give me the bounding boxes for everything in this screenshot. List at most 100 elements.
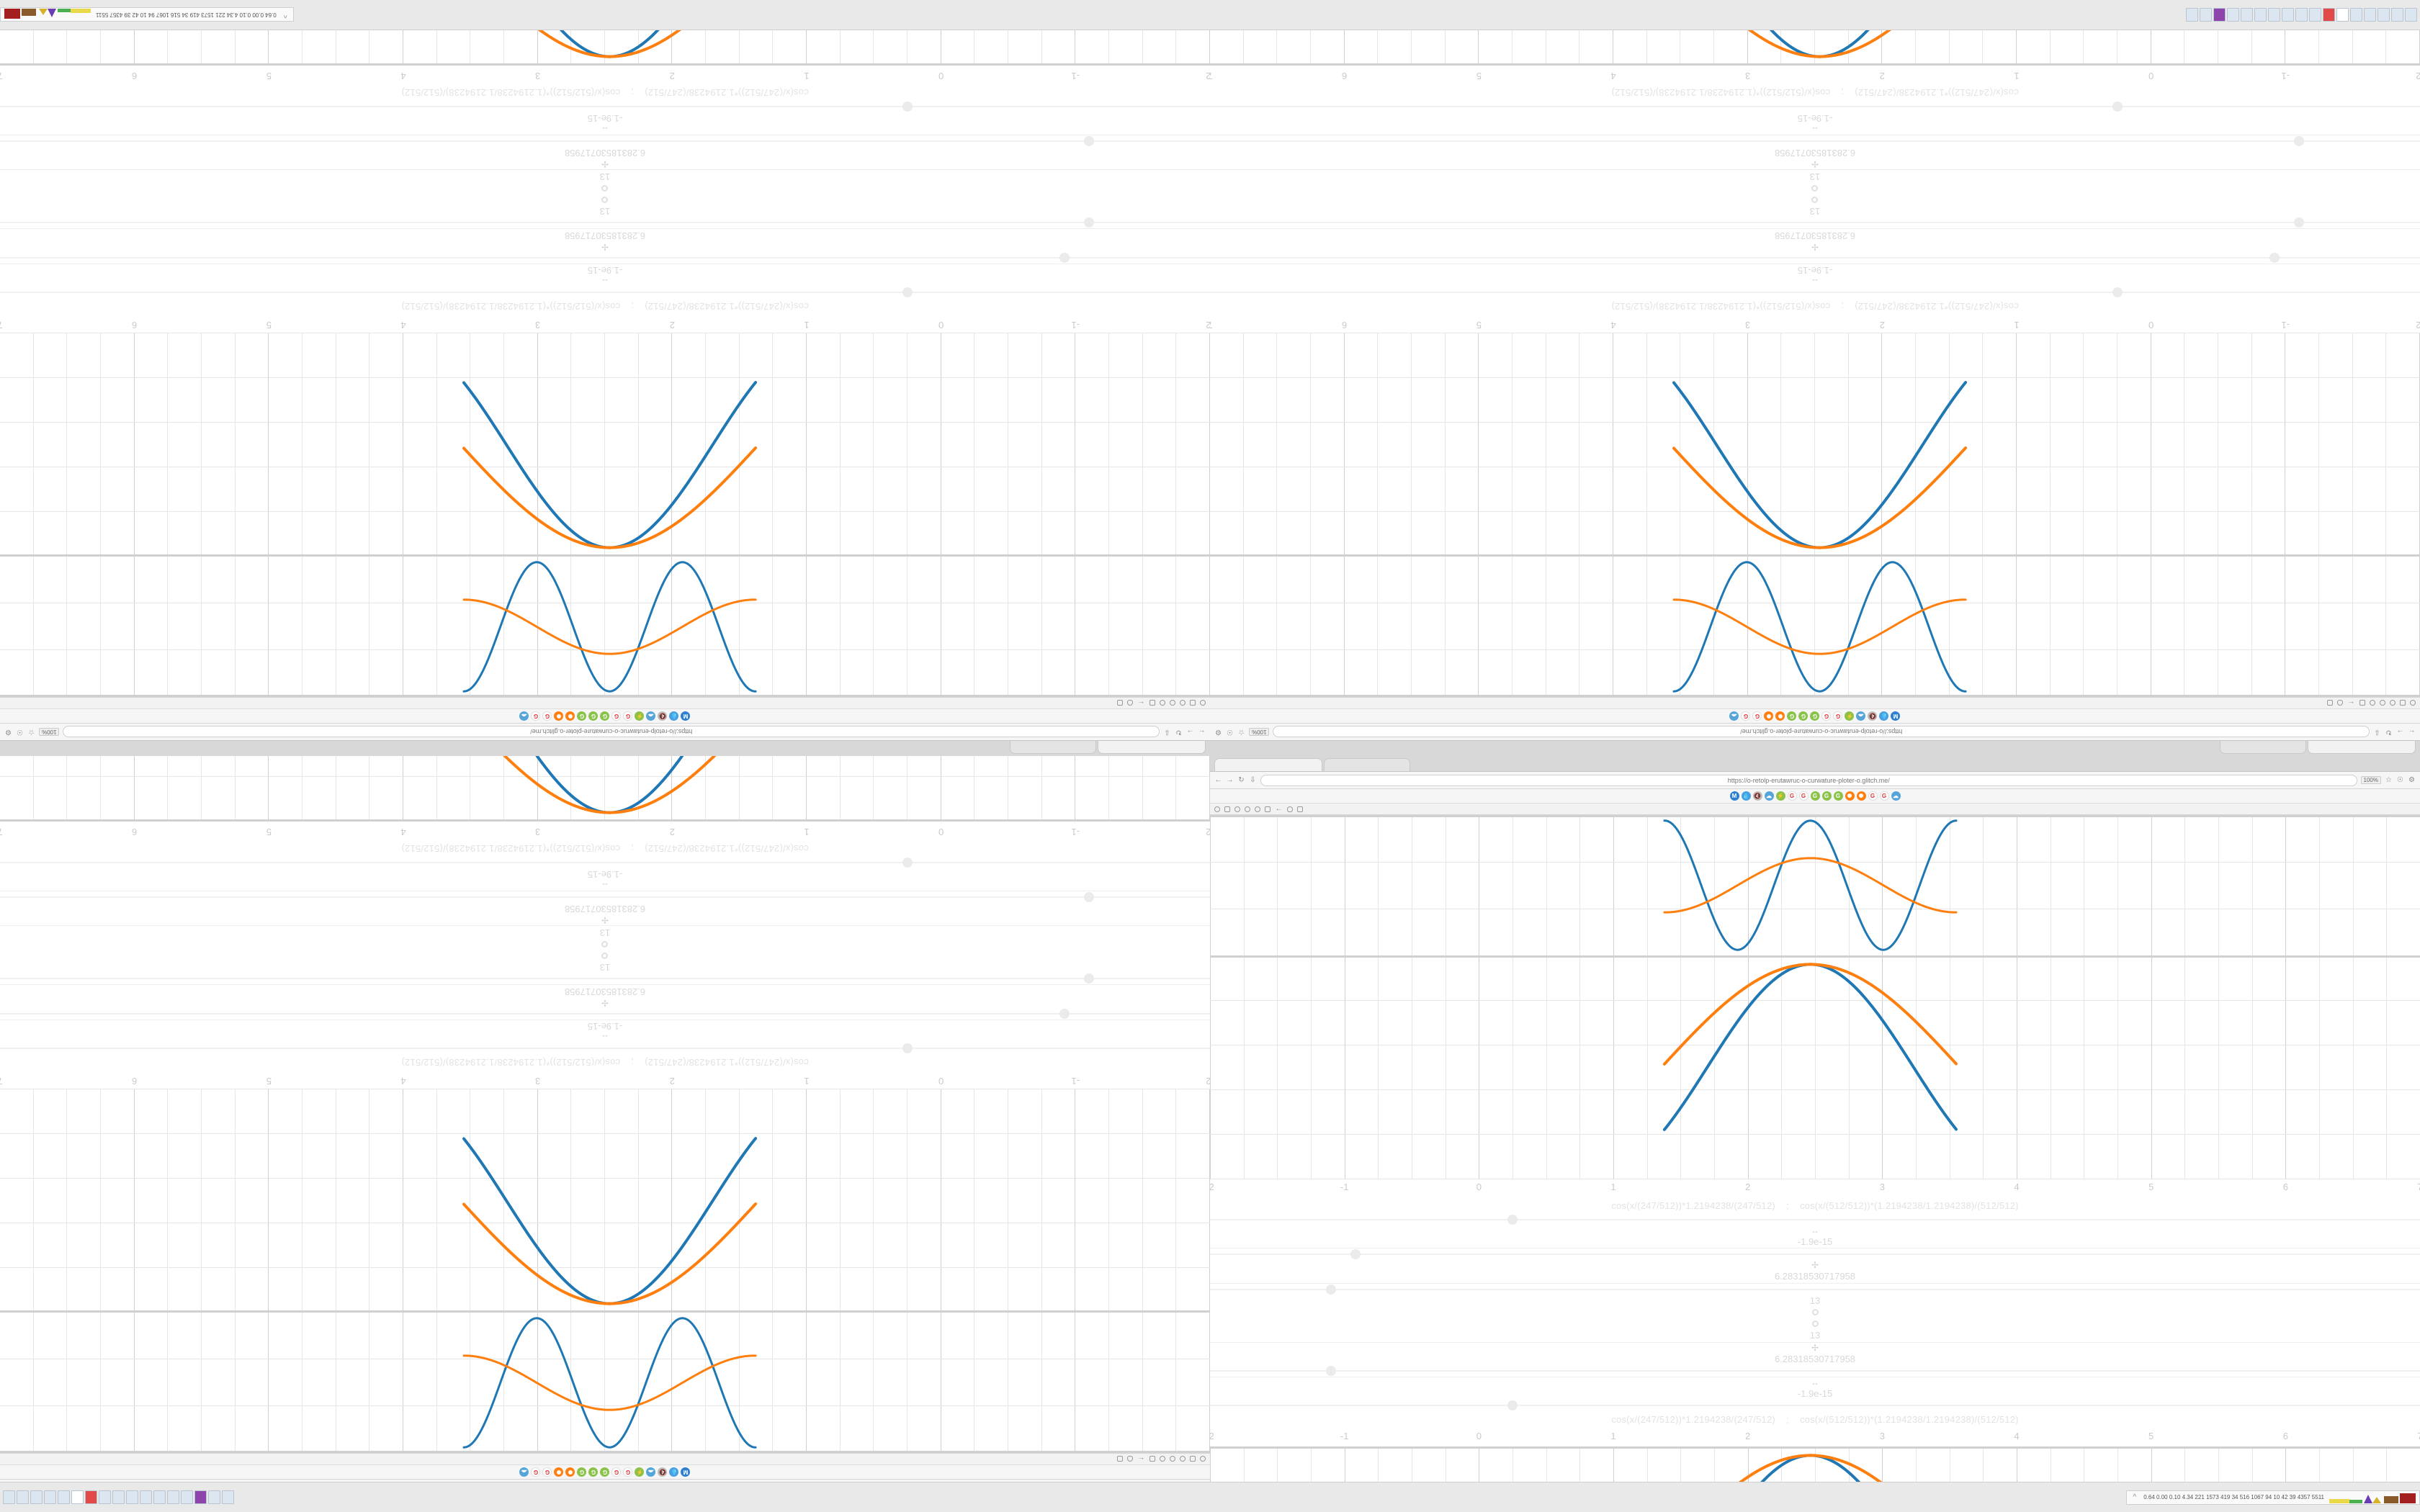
mute-icon[interactable]: 🔇 <box>658 711 668 721</box>
slider-handle[interactable] <box>2294 217 2304 228</box>
network-icon[interactable]: ☁ <box>1856 711 1866 721</box>
shield-icon[interactable]: ☉ <box>1227 728 1233 736</box>
slider-handle[interactable] <box>902 1043 913 1053</box>
bookmark-icon[interactable] <box>1170 1456 1175 1462</box>
taskbar-window-button[interactable] <box>44 1490 56 1504</box>
g-icon[interactable]: G <box>1810 791 1820 801</box>
download-icon[interactable]: ⇩ <box>1250 776 1256 784</box>
slider-track[interactable] <box>0 140 1210 143</box>
taskbar-window-button[interactable] <box>2295 8 2308 22</box>
move-cross-icon[interactable]: ✢ <box>1811 159 1819 170</box>
taskbar-window-button[interactable] <box>2241 8 2253 22</box>
slider-track[interactable] <box>0 106 1210 107</box>
slider-track[interactable] <box>1210 106 2420 107</box>
taskbar-window-button[interactable] <box>2213 8 2226 22</box>
lock-icon[interactable] <box>1117 1456 1123 1462</box>
move-cross-icon[interactable]: ✢ <box>1811 241 1819 252</box>
horizontal-slider-icon[interactable]: ↔ <box>601 276 609 287</box>
period-slider-top[interactable] <box>1210 1248 2420 1260</box>
browser-tab[interactable] <box>1010 741 1096 754</box>
slider-track[interactable] <box>0 222 1210 224</box>
bookmark-icon[interactable] <box>2380 700 2385 706</box>
period-slider-bottom[interactable] <box>0 891 1210 903</box>
bookmark-icon[interactable] <box>1224 806 1230 812</box>
horizontal-slider-icon[interactable]: ↔ <box>601 1032 609 1043</box>
flash-icon[interactable]: ⚡ <box>1845 711 1855 721</box>
move-cross-icon[interactable]: ✢ <box>1811 1342 1819 1353</box>
bookmark-icon[interactable] <box>2370 700 2375 706</box>
tab-strip[interactable] <box>1210 740 2420 756</box>
network-icon[interactable]: ☁ <box>1764 791 1774 801</box>
shield-icon[interactable]: ☉ <box>17 728 23 736</box>
count-stepper[interactable] <box>0 182 1210 206</box>
move-cross-icon[interactable]: ✢ <box>601 915 609 926</box>
slider-handle[interactable] <box>1507 1215 1518 1225</box>
horizontal-slider-icon[interactable]: ↔ <box>1811 276 1819 287</box>
control-panel[interactable]: ↔ -1.9e-15 ✢ 6.28318530717958 13 13 ✢ 6.2831853… <box>1210 101 2420 298</box>
move-cross-icon[interactable]: ✢ <box>601 241 609 252</box>
puzzle-orange-icon[interactable]: ✺ <box>1845 791 1855 801</box>
taskbar-window-button[interactable] <box>2186 8 2198 22</box>
shield-icon[interactable] <box>1127 700 1133 706</box>
taskbar-window-button[interactable] <box>2350 8 2362 22</box>
phase-slider-top[interactable] <box>0 287 1210 298</box>
shield-icon[interactable]: ☉ <box>2397 776 2403 784</box>
lock-icon[interactable] <box>2327 700 2333 706</box>
slider-handle[interactable] <box>1084 892 1094 903</box>
period-slider-bottom[interactable] <box>1210 1365 2420 1377</box>
count-slider-top[interactable] <box>1210 1284 2420 1295</box>
stepper-decrement-icon[interactable] <box>1811 1308 1819 1315</box>
window-button-group[interactable] <box>0 1490 237 1504</box>
slider-track[interactable] <box>0 1012 1210 1014</box>
network-icon[interactable]: ☁ <box>1891 791 1901 801</box>
puzzle-orange-icon[interactable]: ✺ <box>565 711 575 721</box>
mail-icon[interactable]: M <box>1891 711 1901 721</box>
forward-icon[interactable]: → <box>1186 728 1194 736</box>
stepper-decrement-icon[interactable] <box>1811 197 1819 204</box>
back-arrow-icon[interactable]: ← <box>1275 805 1283 813</box>
g-icon[interactable]: G <box>623 711 633 721</box>
slider-track[interactable] <box>1210 292 2420 293</box>
phase-slider-top[interactable] <box>1210 1214 2420 1225</box>
puzzle-orange-icon[interactable]: ✺ <box>1764 711 1774 721</box>
horizontal-slider-icon[interactable]: ↔ <box>601 125 609 135</box>
stepper-increment-icon[interactable] <box>601 941 609 948</box>
period-slider-top[interactable] <box>0 252 1210 264</box>
network-icon[interactable]: ☁ <box>519 1467 529 1477</box>
g-icon[interactable]: G <box>1752 711 1762 721</box>
slider-track[interactable] <box>1210 1369 2420 1372</box>
browser-tab[interactable] <box>1324 758 1410 771</box>
water-drop-icon[interactable]: 💧 <box>669 711 679 721</box>
page-viewport[interactable]: -2 -1 0 1 2 3 4 5 6 7 cos(x/(247/512))*1.2194238/(… <box>1210 0 2420 697</box>
taskbar-window-button[interactable] <box>99 1490 111 1504</box>
mail-icon[interactable]: M <box>681 1467 691 1477</box>
tab-strip[interactable] <box>1210 756 2420 772</box>
bookmark-icon[interactable] <box>1150 1456 1155 1462</box>
taskbar-window-button[interactable] <box>71 1490 84 1504</box>
g-icon[interactable]: G <box>1821 791 1832 801</box>
water-drop-icon[interactable]: 💧 <box>1741 791 1751 801</box>
g-icon[interactable]: G <box>588 711 599 721</box>
bookmark-icon[interactable] <box>2410 700 2416 706</box>
bookmark-icon[interactable] <box>1200 700 1206 706</box>
download-icon[interactable]: ⇩ <box>2374 728 2380 736</box>
slider-handle[interactable] <box>1059 252 1070 263</box>
taskbar-window-button[interactable] <box>140 1490 152 1504</box>
taskbar-window-button[interactable] <box>153 1490 166 1504</box>
g-icon[interactable]: G <box>1787 711 1797 721</box>
phase-slider-bottom[interactable] <box>0 857 1210 868</box>
bookmark-icon[interactable] <box>1150 700 1155 706</box>
bookmark-icon[interactable] <box>1180 1456 1186 1462</box>
taskbar-window-button[interactable] <box>2378 8 2390 22</box>
bookmark-icon[interactable] <box>1214 806 1220 812</box>
control-panel[interactable]: ↔ -1.9e-15 ✢ 6.28318530717958 13 13 ✢ 6.2831853… <box>1210 1214 2420 1411</box>
browser-tab[interactable] <box>2308 741 2416 754</box>
tab-strip[interactable] <box>0 740 1210 756</box>
g-icon[interactable]: G <box>611 1467 622 1477</box>
bookmark-icon[interactable] <box>2400 700 2406 706</box>
chevron-up-icon[interactable]: ^ <box>283 11 287 19</box>
phase-slider-bottom[interactable] <box>1210 1400 2420 1411</box>
slider-track[interactable] <box>0 256 1210 258</box>
back-arrow-icon[interactable]: ← <box>1137 699 1145 707</box>
mute-icon[interactable]: 🔇 <box>1752 791 1762 801</box>
